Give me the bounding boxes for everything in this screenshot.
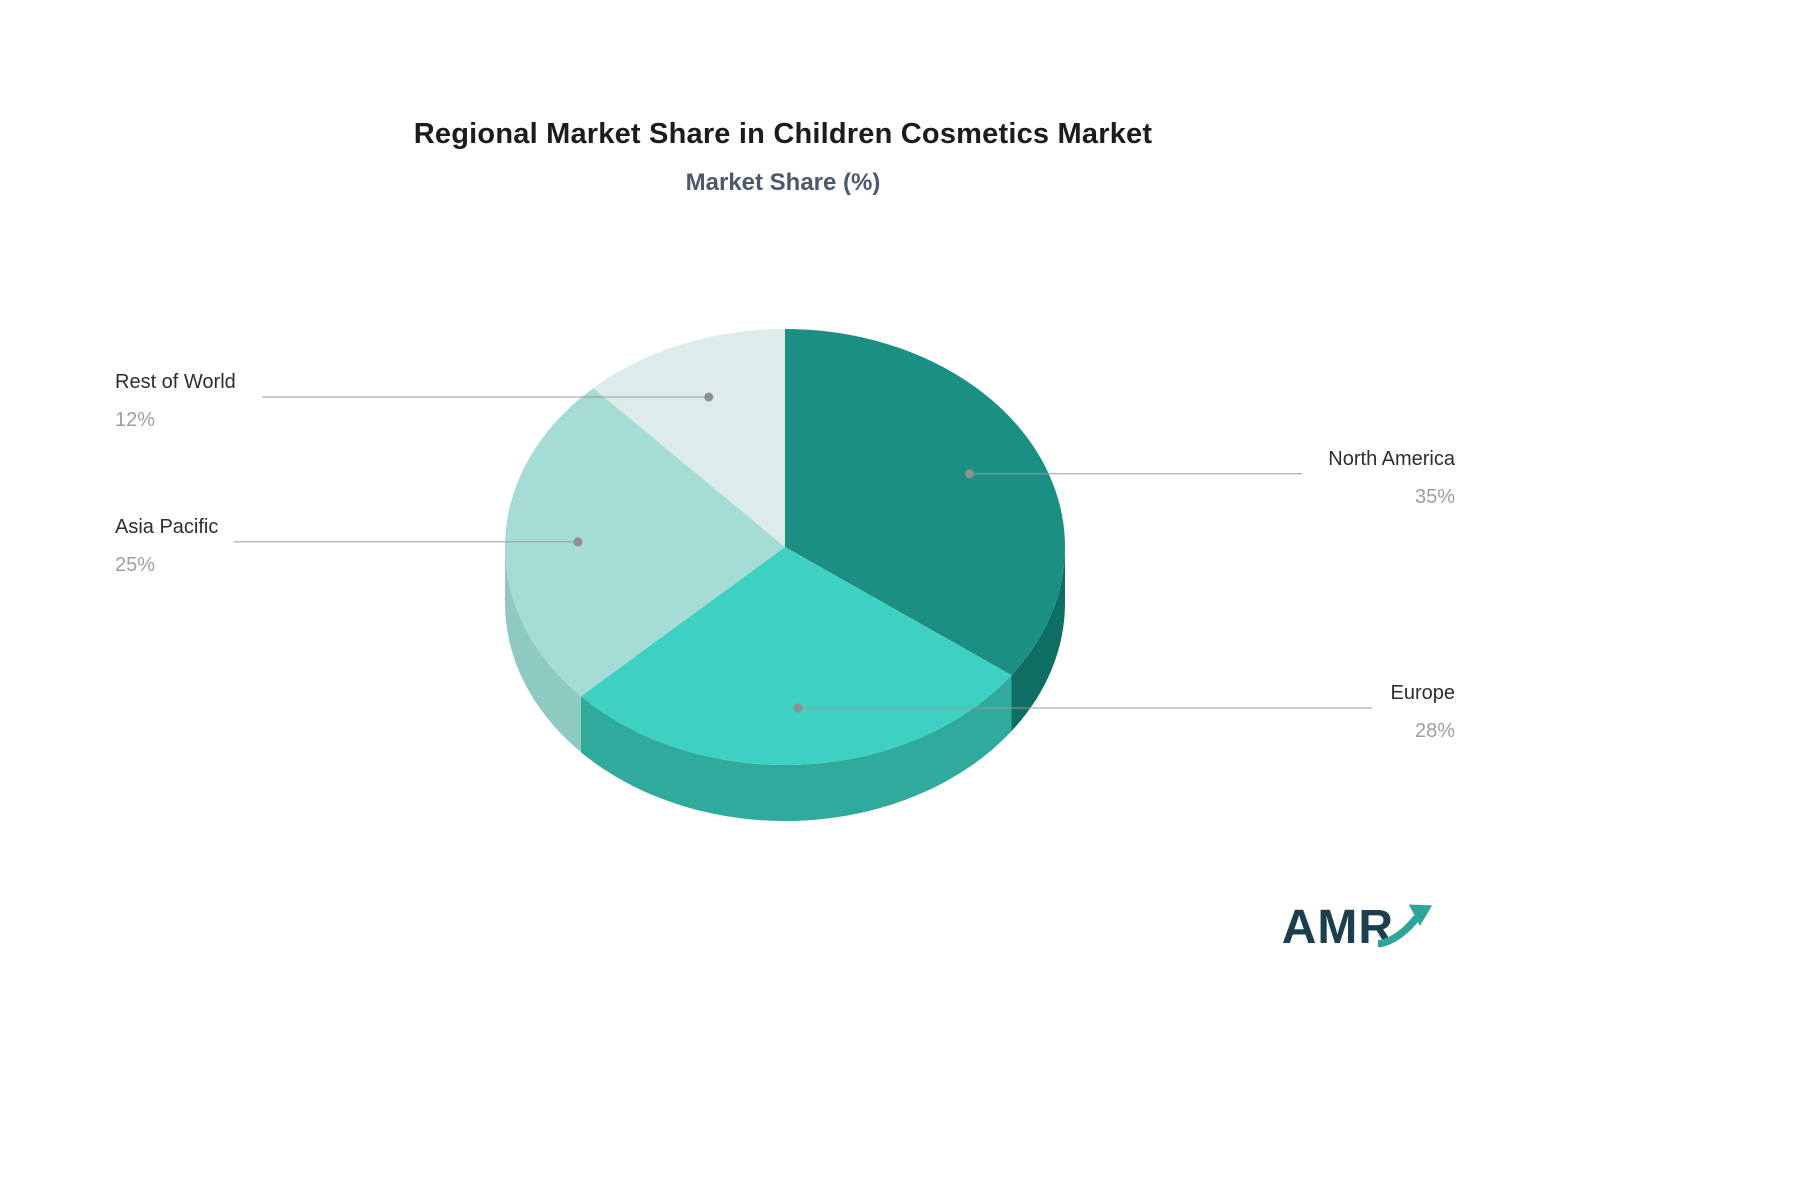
callout-value: 28% <box>1414 720 1455 742</box>
leader-dot <box>793 703 803 713</box>
callout-label: Asia Pacific <box>115 515 219 538</box>
callout-value: 35% <box>1414 485 1455 508</box>
pie-slice[interactable] <box>580 547 1012 765</box>
callout-north-america: North America 35% <box>1328 446 1455 510</box>
callout-europe: Europe 28% <box>1391 680 1456 744</box>
callout-value: 25% <box>115 553 156 576</box>
pie-slice[interactable] <box>593 329 785 547</box>
pie-slice-side <box>505 547 581 753</box>
chart-header: Regional Market Share in Children Cosmet… <box>0 118 1566 197</box>
amr-logo-arrow-icon <box>1378 903 1433 947</box>
pie-slice[interactable] <box>785 329 1065 676</box>
pie-slice-side <box>580 675 1012 821</box>
amr-logo: AMR <box>1282 900 1434 955</box>
callout-label: North America <box>1328 447 1455 470</box>
chart-title: Regional Market Share in Children Cosmet… <box>413 118 1153 150</box>
callout-label: Europe <box>1390 682 1456 704</box>
leader-dot <box>573 537 583 547</box>
callout-value: 12% <box>115 409 156 431</box>
pie-slice-side <box>1011 547 1065 732</box>
callout-label: Rest of World <box>115 371 236 393</box>
callout-asia-pacific: Asia Pacific 25% <box>115 514 218 578</box>
leader-dot <box>704 392 714 402</box>
pie-slice[interactable] <box>505 388 785 697</box>
amr-logo-text: AMR <box>1281 901 1394 954</box>
leader-dot <box>965 469 975 479</box>
chart-subtitle: Market Share (%) <box>685 169 881 196</box>
callout-rest-of-world: Rest of World 12% <box>115 369 236 433</box>
